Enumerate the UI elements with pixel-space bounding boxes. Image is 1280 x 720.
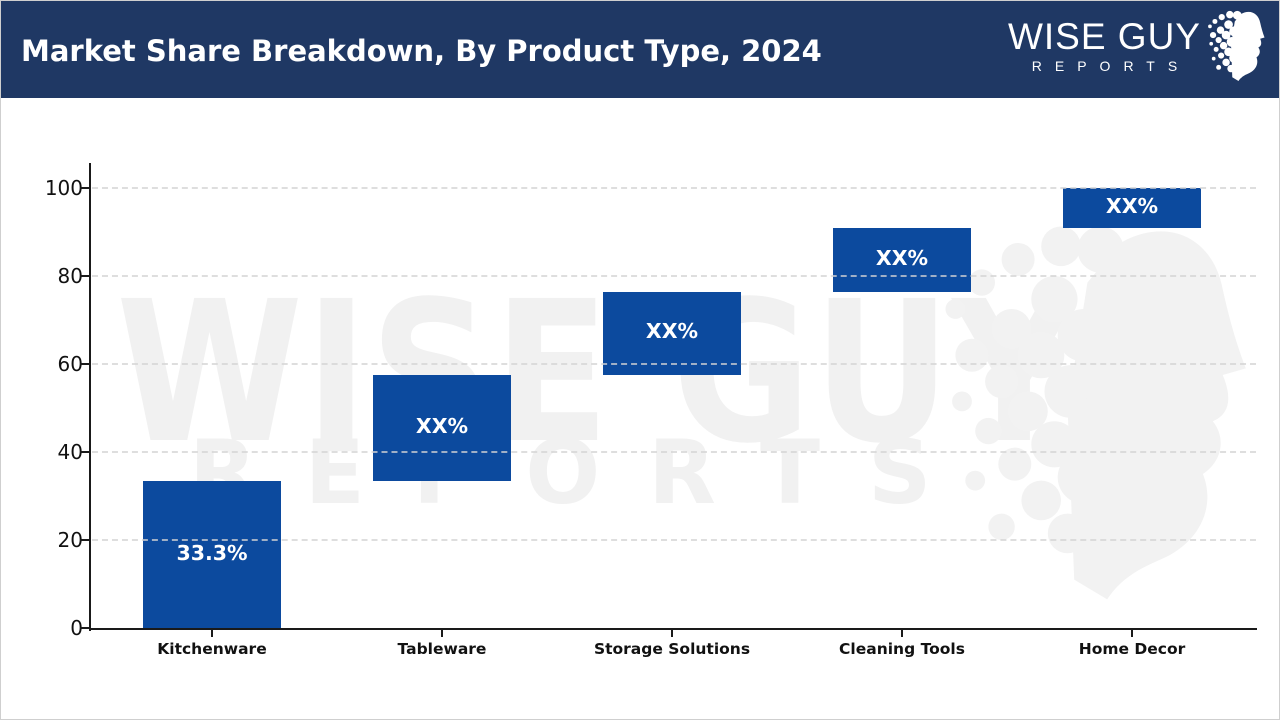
y-tick-mark: [80, 187, 89, 189]
bar-value-label: XX%: [1105, 193, 1159, 218]
y-tick-mark: [80, 275, 89, 277]
watermark-text-wiseguy: WISE GUY: [116, 259, 1078, 486]
gridline-80: [92, 275, 1256, 277]
logo-dotted-head-icon: [1208, 10, 1265, 81]
x-tick-mark: [441, 630, 443, 637]
x-tick-mark: [1131, 630, 1133, 637]
page-title: Market Share Breakdown, By Product Type,…: [21, 34, 822, 68]
x-category-label: Home Decor: [1078, 640, 1186, 658]
y-tick-mark: [80, 363, 89, 365]
bar-tableware: [373, 374, 511, 482]
bar-value-label: XX%: [645, 319, 699, 344]
y-tick-label: 20: [57, 528, 83, 552]
gridline-60: [92, 363, 1256, 365]
y-tick-label: 60: [57, 352, 83, 376]
gridline-40: [92, 451, 1256, 453]
logo-wiseguy-label: WISE GUY: [1007, 15, 1201, 57]
header-band: Market Share Breakdown, By Product Type,…: [1, 1, 1279, 98]
bar-value-label: XX%: [875, 245, 929, 270]
y-tick-label: 40: [57, 440, 83, 464]
wise-guy-reports-logo: WISE GUY REPORTS: [1008, 7, 1267, 83]
bar-value-label: XX%: [415, 414, 469, 439]
bar-value-label: 33.3%: [176, 540, 248, 565]
gridline-20: [92, 539, 1256, 541]
x-category-label: Cleaning Tools: [839, 640, 965, 658]
gridline-100: [92, 187, 1256, 189]
y-tick-mark: [80, 451, 89, 453]
y-tick-label: 0: [70, 616, 83, 640]
y-tick-mark: [80, 539, 89, 541]
x-tick-mark: [901, 630, 903, 637]
watermark-text-reports: REPORTS: [189, 421, 980, 524]
x-category-label: Tableware: [397, 640, 487, 658]
logo-reports-label: REPORTS: [1031, 57, 1191, 74]
x-tick-mark: [671, 630, 673, 637]
x-tick-mark: [211, 630, 213, 637]
x-category-label: Storage Solutions: [593, 640, 751, 658]
y-tick-label: 80: [57, 264, 83, 288]
y-axis-line: [89, 163, 91, 631]
y-tick-mark: [80, 627, 89, 629]
bar-home-decor: [1063, 188, 1201, 228]
x-axis-line: [89, 628, 1257, 630]
watermark-dotted-head-logo-icon: [945, 226, 1246, 600]
logo-text: WISE GUY REPORTS: [1007, 15, 1201, 74]
x-category-label: Kitchenware: [157, 640, 267, 658]
bar-kitchenware: [143, 481, 281, 628]
bar-cleaning-tools: [833, 227, 971, 293]
bar-storage-solutions: [603, 292, 741, 375]
chart-plot-area: 0 20 40 60 80 100 33.3% Kitchenware XX% Tableware…: [1, 98, 1279, 719]
y-tick-label: 100: [44, 176, 83, 200]
